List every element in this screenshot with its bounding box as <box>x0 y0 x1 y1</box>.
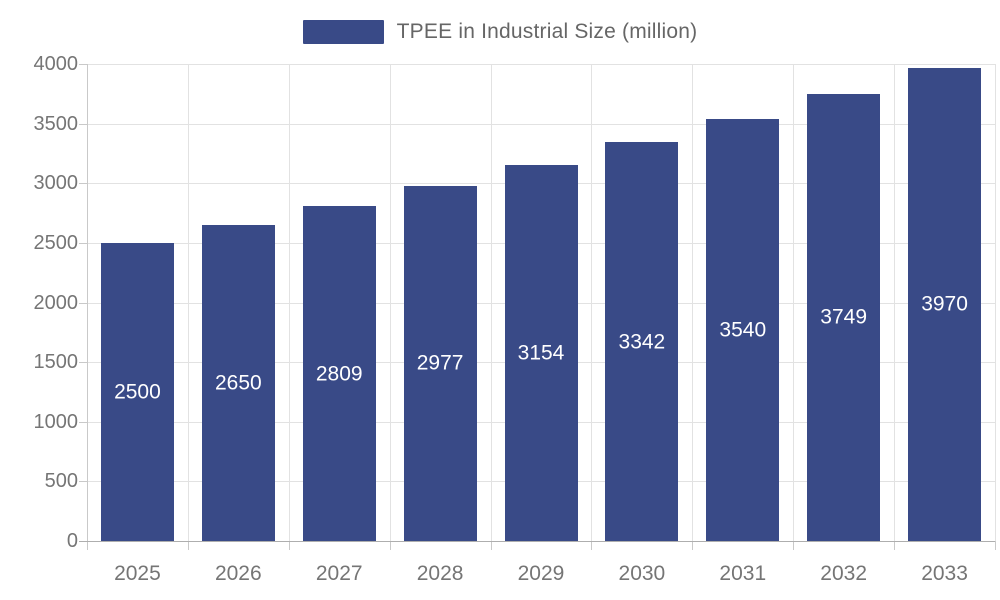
x-tick <box>187 541 189 550</box>
y-tick-label: 4000 <box>33 53 79 75</box>
v-gridline <box>389 64 391 541</box>
y-tick <box>79 242 87 244</box>
x-tick-label: 2027 <box>315 562 363 585</box>
bar-value-label: 2500 <box>114 380 161 404</box>
h-gridline <box>87 64 995 65</box>
legend[interactable]: TPEE in Industrial Size (million) <box>0 14 1000 50</box>
y-tick-label: 500 <box>44 470 78 493</box>
bar-2031[interactable] <box>706 118 780 541</box>
bar-2027[interactable] <box>302 206 376 541</box>
y-tick <box>79 302 87 304</box>
y-tick-label: 2000 <box>33 291 79 314</box>
x-tick <box>995 541 996 550</box>
y-tick-label: 3500 <box>33 112 79 135</box>
x-tick <box>692 541 694 550</box>
bar-value-label: 2977 <box>416 351 464 375</box>
y-tick <box>79 123 87 125</box>
x-tick-label: 2031 <box>719 562 767 585</box>
legend-label: TPEE in Industrial Size (million) <box>396 20 698 43</box>
x-tick <box>793 541 795 550</box>
y-tick-label: 1000 <box>33 410 79 433</box>
bar-2026[interactable] <box>201 224 275 541</box>
y-tick <box>79 421 87 423</box>
v-gridline <box>793 64 795 541</box>
x-tick <box>288 541 290 550</box>
y-tick <box>79 481 87 483</box>
y-axis-line <box>87 64 88 550</box>
v-gridline <box>692 64 694 541</box>
y-tick <box>79 362 87 364</box>
x-tick-label: 2029 <box>517 562 565 585</box>
y-tick-label: 1500 <box>33 351 79 374</box>
h-gridline <box>87 123 995 125</box>
v-gridline <box>288 64 290 541</box>
legend-swatch-icon <box>302 20 384 44</box>
x-tick-label: 2030 <box>618 562 666 585</box>
x-tick-label: 2032 <box>820 562 868 585</box>
x-tick <box>389 541 391 550</box>
bar-value-label: 3154 <box>517 341 565 365</box>
bar-value-label: 2809 <box>315 362 363 385</box>
bar-2029[interactable] <box>504 164 578 541</box>
x-tick-label: 2028 <box>416 562 464 585</box>
y-tick-label: 3000 <box>33 172 79 195</box>
v-gridline <box>490 64 492 541</box>
bar-2025[interactable] <box>100 242 174 541</box>
y-tick <box>79 183 87 185</box>
v-gridline <box>187 64 189 541</box>
bar-value-label: 3970 <box>921 292 968 316</box>
bar-value-label: 3540 <box>719 318 767 342</box>
bar-2028[interactable] <box>403 185 477 541</box>
y-tick-label: 2500 <box>33 231 79 254</box>
bar-2030[interactable] <box>605 142 679 541</box>
x-tick <box>490 541 492 550</box>
v-gridline <box>995 64 996 541</box>
bar-value-label: 3342 <box>618 330 666 354</box>
bar-2033[interactable] <box>908 67 982 541</box>
y-tick <box>79 64 87 65</box>
x-tick-label: 2026 <box>214 562 262 585</box>
y-tick-label: 0 <box>66 530 78 552</box>
v-gridline <box>591 64 593 541</box>
v-gridline <box>894 64 896 541</box>
x-tick-label: 2025 <box>114 562 161 585</box>
x-tick <box>591 541 593 550</box>
x-tick <box>894 541 896 550</box>
x-tick-label: 2033 <box>921 562 968 585</box>
bar-2032[interactable] <box>807 93 881 541</box>
x-axis-line <box>79 541 995 542</box>
bar-value-label: 2650 <box>214 371 262 395</box>
bar-value-label: 3749 <box>820 305 868 329</box>
